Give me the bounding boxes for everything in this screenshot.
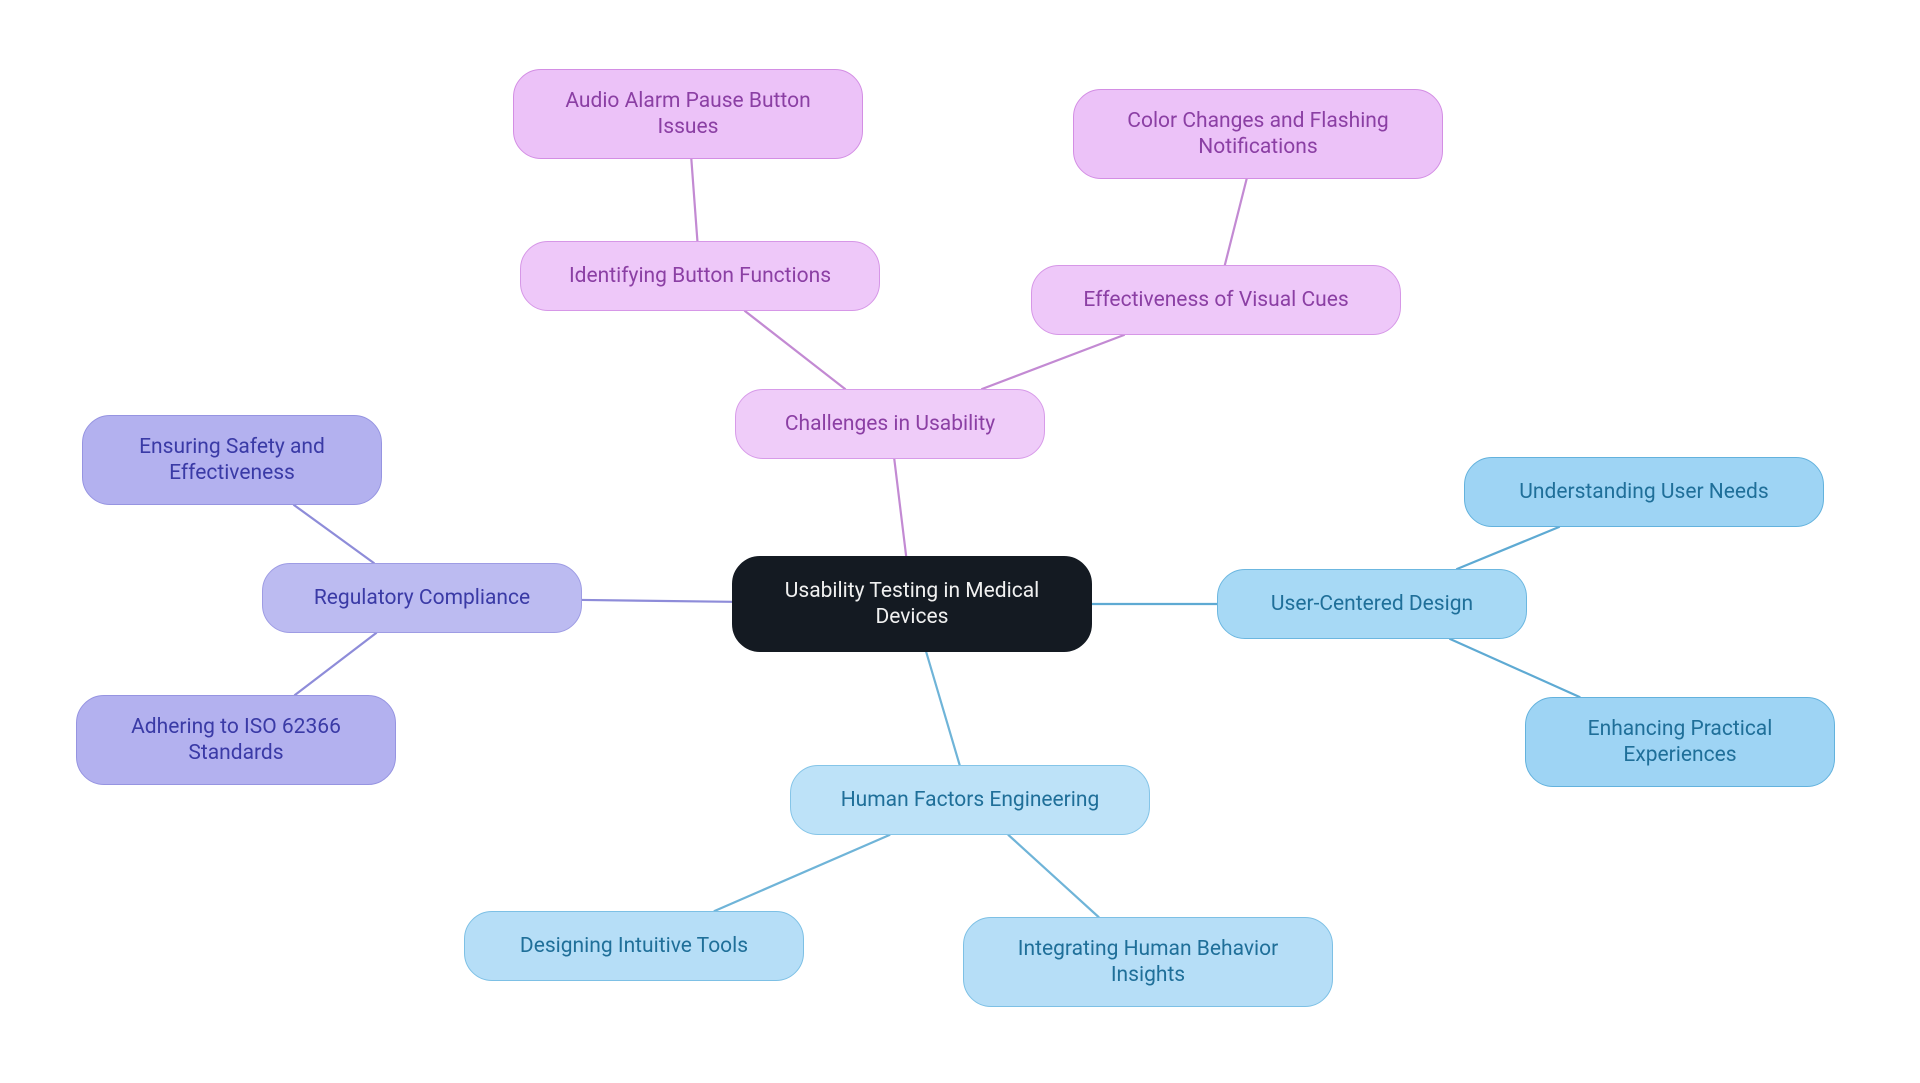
edge	[982, 335, 1124, 389]
node-label: Audio Alarm Pause Button Issues	[565, 88, 810, 141]
node-label: Regulatory Compliance	[314, 585, 530, 611]
edge	[294, 505, 374, 563]
node-label: Identifying Button Functions	[569, 263, 831, 289]
mindmap-diagram: Usability Testing in Medical Devices Chal…	[0, 0, 1920, 1083]
edge	[295, 633, 376, 695]
node-challenges: Challenges in Usability	[735, 389, 1045, 459]
node-label: Ensuring Safety and Effectiveness	[139, 434, 325, 487]
node-ucd: User-Centered Design	[1217, 569, 1527, 639]
edge	[926, 652, 959, 765]
node-label: Enhancing Practical Experiences	[1588, 716, 1773, 769]
edge	[1450, 639, 1579, 697]
edge	[745, 311, 845, 389]
node-intuitive: Designing Intuitive Tools	[464, 911, 804, 981]
node-label: Effectiveness of Visual Cues	[1083, 287, 1348, 313]
node-practical: Enhancing Practical Experiences	[1525, 697, 1835, 787]
node-audio: Audio Alarm Pause Button Issues	[513, 69, 863, 159]
node-label: Designing Intuitive Tools	[520, 933, 748, 959]
edge	[1457, 527, 1559, 569]
edge-layer	[0, 0, 1920, 1083]
node-root: Usability Testing in Medical Devices	[732, 556, 1092, 652]
node-hfe: Human Factors Engineering	[790, 765, 1150, 835]
node-safety: Ensuring Safety and Effectiveness	[82, 415, 382, 505]
edge	[691, 159, 697, 241]
edge	[1008, 835, 1098, 917]
node-label: Challenges in Usability	[785, 411, 995, 437]
node-visualcues: Effectiveness of Visual Cues	[1031, 265, 1401, 335]
node-behavior: Integrating Human Behavior Insights	[963, 917, 1333, 1007]
node-label: Integrating Human Behavior Insights	[1018, 936, 1278, 989]
node-label: Understanding User Needs	[1519, 479, 1768, 505]
edge	[1225, 179, 1247, 265]
node-label: Adhering to ISO 62366 Standards	[131, 714, 341, 767]
node-identifying: Identifying Button Functions	[520, 241, 880, 311]
node-label: Usability Testing in Medical Devices	[785, 578, 1040, 631]
node-userneeds: Understanding User Needs	[1464, 457, 1824, 527]
edge	[582, 600, 732, 602]
node-label: User-Centered Design	[1271, 591, 1473, 617]
edge	[894, 459, 906, 556]
node-iso: Adhering to ISO 62366 Standards	[76, 695, 396, 785]
node-regulatory: Regulatory Compliance	[262, 563, 582, 633]
node-label: Color Changes and Flashing Notifications	[1127, 108, 1388, 161]
edge	[715, 835, 890, 911]
node-label: Human Factors Engineering	[841, 787, 1100, 813]
node-colorflash: Color Changes and Flashing Notifications	[1073, 89, 1443, 179]
